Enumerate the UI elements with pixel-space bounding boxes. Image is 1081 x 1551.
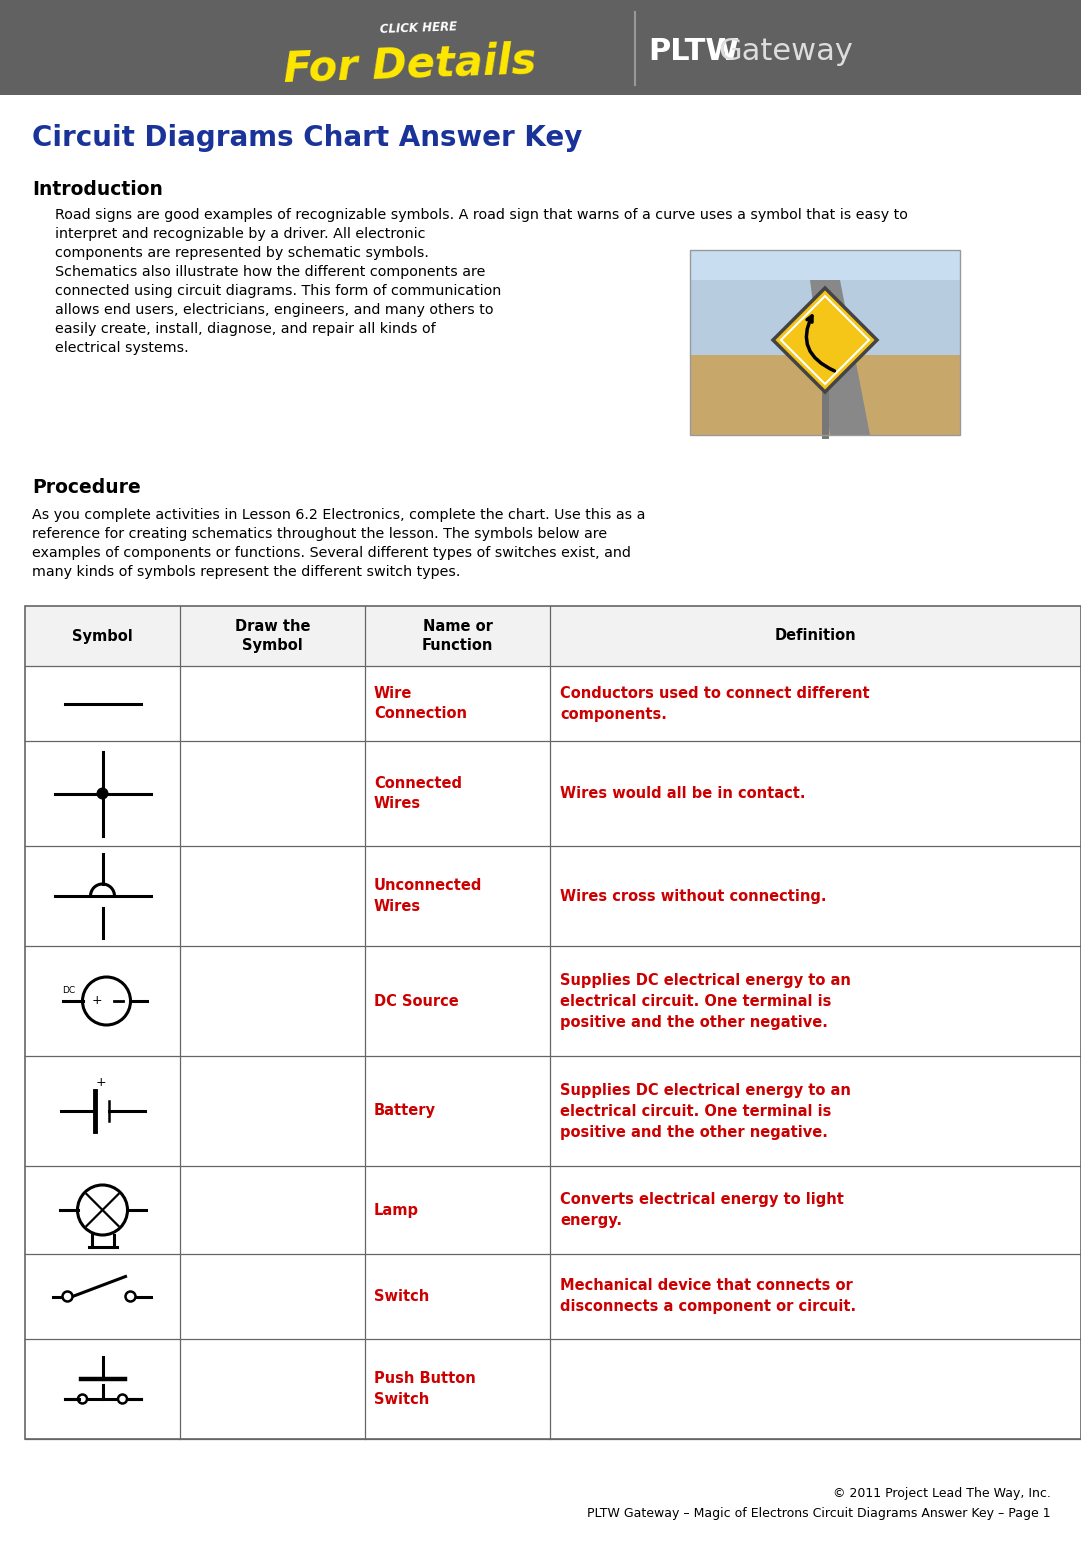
Bar [690,250,960,434]
Text: +: + [91,994,102,1008]
Text: Gateway: Gateway [718,37,853,67]
Circle shape [82,977,131,1025]
Text: Lamp: Lamp [374,1202,419,1218]
Circle shape [78,1394,86,1404]
Bar [25,946,1081,1056]
Polygon shape [773,288,877,392]
Bar [690,355,960,434]
Text: examples of components or functions. Several different types of switches exist, : examples of components or functions. Sev… [32,546,631,560]
Text: PLTW Gateway – Magic of Electrons Circuit Diagrams Answer Key – Page 1: PLTW Gateway – Magic of Electrons Circui… [587,1506,1051,1520]
Bar [690,250,960,434]
Text: +: + [95,1076,106,1089]
Circle shape [118,1394,126,1404]
Text: DC: DC [62,986,75,996]
Text: DC Source: DC Source [374,994,458,1008]
Bar [25,606,1081,1439]
Text: Conductors used to connect different
components.: Conductors used to connect different com… [560,686,869,721]
Text: Definition: Definition [775,628,856,644]
Circle shape [125,1292,135,1301]
Text: As you complete activities in Lesson 6.2 Electronics, complete the chart. Use th: As you complete activities in Lesson 6.2… [32,509,645,523]
Text: Wire
Connection: Wire Connection [374,686,467,721]
Polygon shape [810,281,870,434]
Text: Supplies DC electrical energy to an
electrical circuit. One terminal is
positive: Supplies DC electrical energy to an elec… [560,1083,851,1140]
Bar [25,665,1081,741]
Text: connected using circuit diagrams. This form of communication: connected using circuit diagrams. This f… [55,284,502,298]
Bar [25,845,1081,946]
Bar [25,1056,1081,1166]
Text: Draw the
Symbol: Draw the Symbol [235,619,310,653]
Text: easily create, install, diagnose, and repair all kinds of: easily create, install, diagnose, and re… [55,323,436,337]
Text: components are represented by schematic symbols.: components are represented by schematic … [55,247,429,261]
Text: Name or
Function: Name or Function [422,619,493,653]
Text: many kinds of symbols represent the different switch types.: many kinds of symbols represent the diff… [32,565,461,579]
Text: Symbol: Symbol [72,628,133,644]
Text: Unconnected
Wires: Unconnected Wires [374,878,482,914]
Text: PLTW: PLTW [648,37,739,67]
Text: Road signs are good examples of recognizable symbols. A road sign that warns of : Road signs are good examples of recogniz… [55,208,908,222]
Text: For Details: For Details [283,40,537,90]
Text: interpret and recognizable by a driver. All electronic: interpret and recognizable by a driver. … [55,226,426,240]
Text: Circuit Diagrams Chart Answer Key: Circuit Diagrams Chart Answer Key [32,124,583,152]
Bar [25,1339,1081,1439]
Circle shape [78,1185,128,1235]
Text: electrical systems.: electrical systems. [55,341,188,355]
Text: Introduction: Introduction [32,180,163,199]
Text: Procedure: Procedure [32,478,141,496]
Circle shape [96,788,108,799]
Text: Wires would all be in contact.: Wires would all be in contact. [560,786,805,800]
Bar [25,741,1081,845]
Text: Push Button
Switch: Push Button Switch [374,1371,476,1407]
Text: Schematics also illustrate how the different components are: Schematics also illustrate how the diffe… [55,265,485,279]
Text: Mechanical device that connects or
disconnects a component or circuit.: Mechanical device that connects or disco… [560,1278,856,1315]
Text: Supplies DC electrical energy to an
electrical circuit. One terminal is
positive: Supplies DC electrical energy to an elec… [560,972,851,1030]
Bar [690,250,960,281]
Text: CLICK HERE: CLICK HERE [379,20,457,36]
Text: Converts electrical energy to light
energy.: Converts electrical energy to light ener… [560,1193,844,1228]
Bar [25,1166,1081,1255]
Text: Connected
Wires: Connected Wires [374,776,462,811]
Bar [25,606,1081,665]
Text: © 2011 Project Lead The Way, Inc.: © 2011 Project Lead The Way, Inc. [833,1486,1051,1500]
Text: Battery: Battery [374,1103,436,1118]
Text: allows end users, electricians, engineers, and many others to: allows end users, electricians, engineer… [55,302,494,316]
Circle shape [63,1292,72,1301]
Bar [25,1255,1081,1339]
Text: Wires cross without connecting.: Wires cross without connecting. [560,889,827,904]
Text: reference for creating schematics throughout the lesson. The symbols below are: reference for creating schematics throug… [32,527,608,541]
Text: Switch: Switch [374,1289,429,1304]
Bar [0,0,1081,95]
